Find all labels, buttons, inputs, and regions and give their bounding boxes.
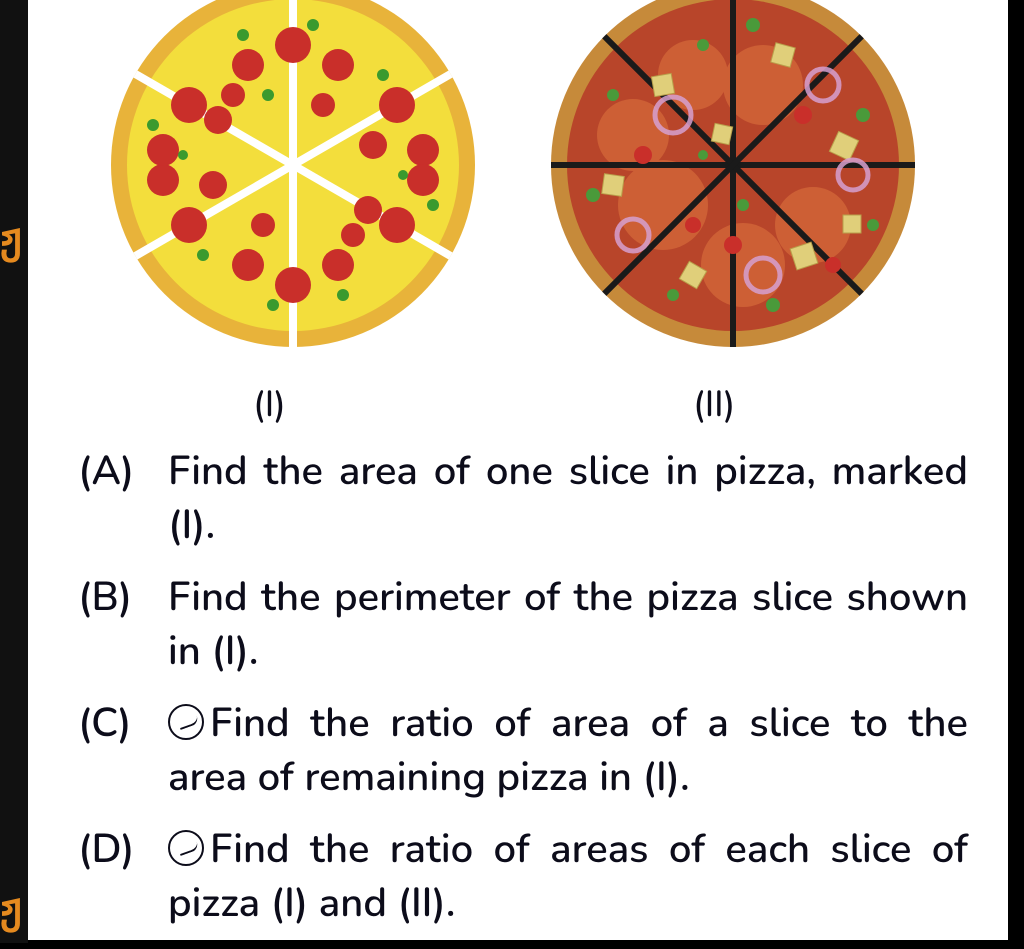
ev-badge-icon [168, 704, 204, 740]
question-list: (A) Find the area of one slice in pizza,… [78, 445, 968, 949]
orange-curl-top: ჟ [0, 210, 20, 256]
figure-label-2: (II) [693, 380, 735, 429]
worksheet-page: (I) (II) (A) Find the area of one slice … [28, 0, 1008, 940]
question-text-A: Find the area of one slice in pizza, mar… [168, 445, 968, 553]
figure-label-1: (I) [253, 380, 286, 429]
question-B: (B) Find the perimeter of the pizza slic… [78, 571, 968, 679]
pizza-figure-2 [538, 0, 928, 366]
pizza-1-svg [98, 0, 488, 360]
ev-badge-icon [168, 830, 204, 866]
question-C: (C) Find the ratio of area of a slice to… [78, 697, 968, 805]
question-text-D: Find the ratio of areas of each slice of… [168, 823, 968, 931]
question-text-C-span: Find the ratio of area of a slice to the… [168, 697, 968, 805]
question-text-B: Find the perimeter of the pizza slice sh… [168, 571, 968, 679]
pizza-figures-row: (I) (II) [28, 0, 1008, 380]
question-label-A: (A) [78, 445, 168, 499]
question-text-D-span: Find the ratio of areas of each slice of… [168, 823, 968, 931]
question-label-D: (D) [78, 823, 168, 877]
orange-curl-bottom: ჟ [0, 880, 20, 926]
question-text-C: Find the ratio of area of a slice to the… [168, 697, 968, 805]
question-D: (D) Find the ratio of areas of each slic… [78, 823, 968, 931]
pizza-2-svg [538, 0, 928, 360]
question-label-B: (B) [78, 571, 168, 625]
photo-left-edge: ჟ ჟ [0, 0, 28, 943]
question-A: (A) Find the area of one slice in pizza,… [78, 445, 968, 553]
question-label-C: (C) [78, 697, 168, 751]
pizza-figure-1 [98, 0, 488, 366]
